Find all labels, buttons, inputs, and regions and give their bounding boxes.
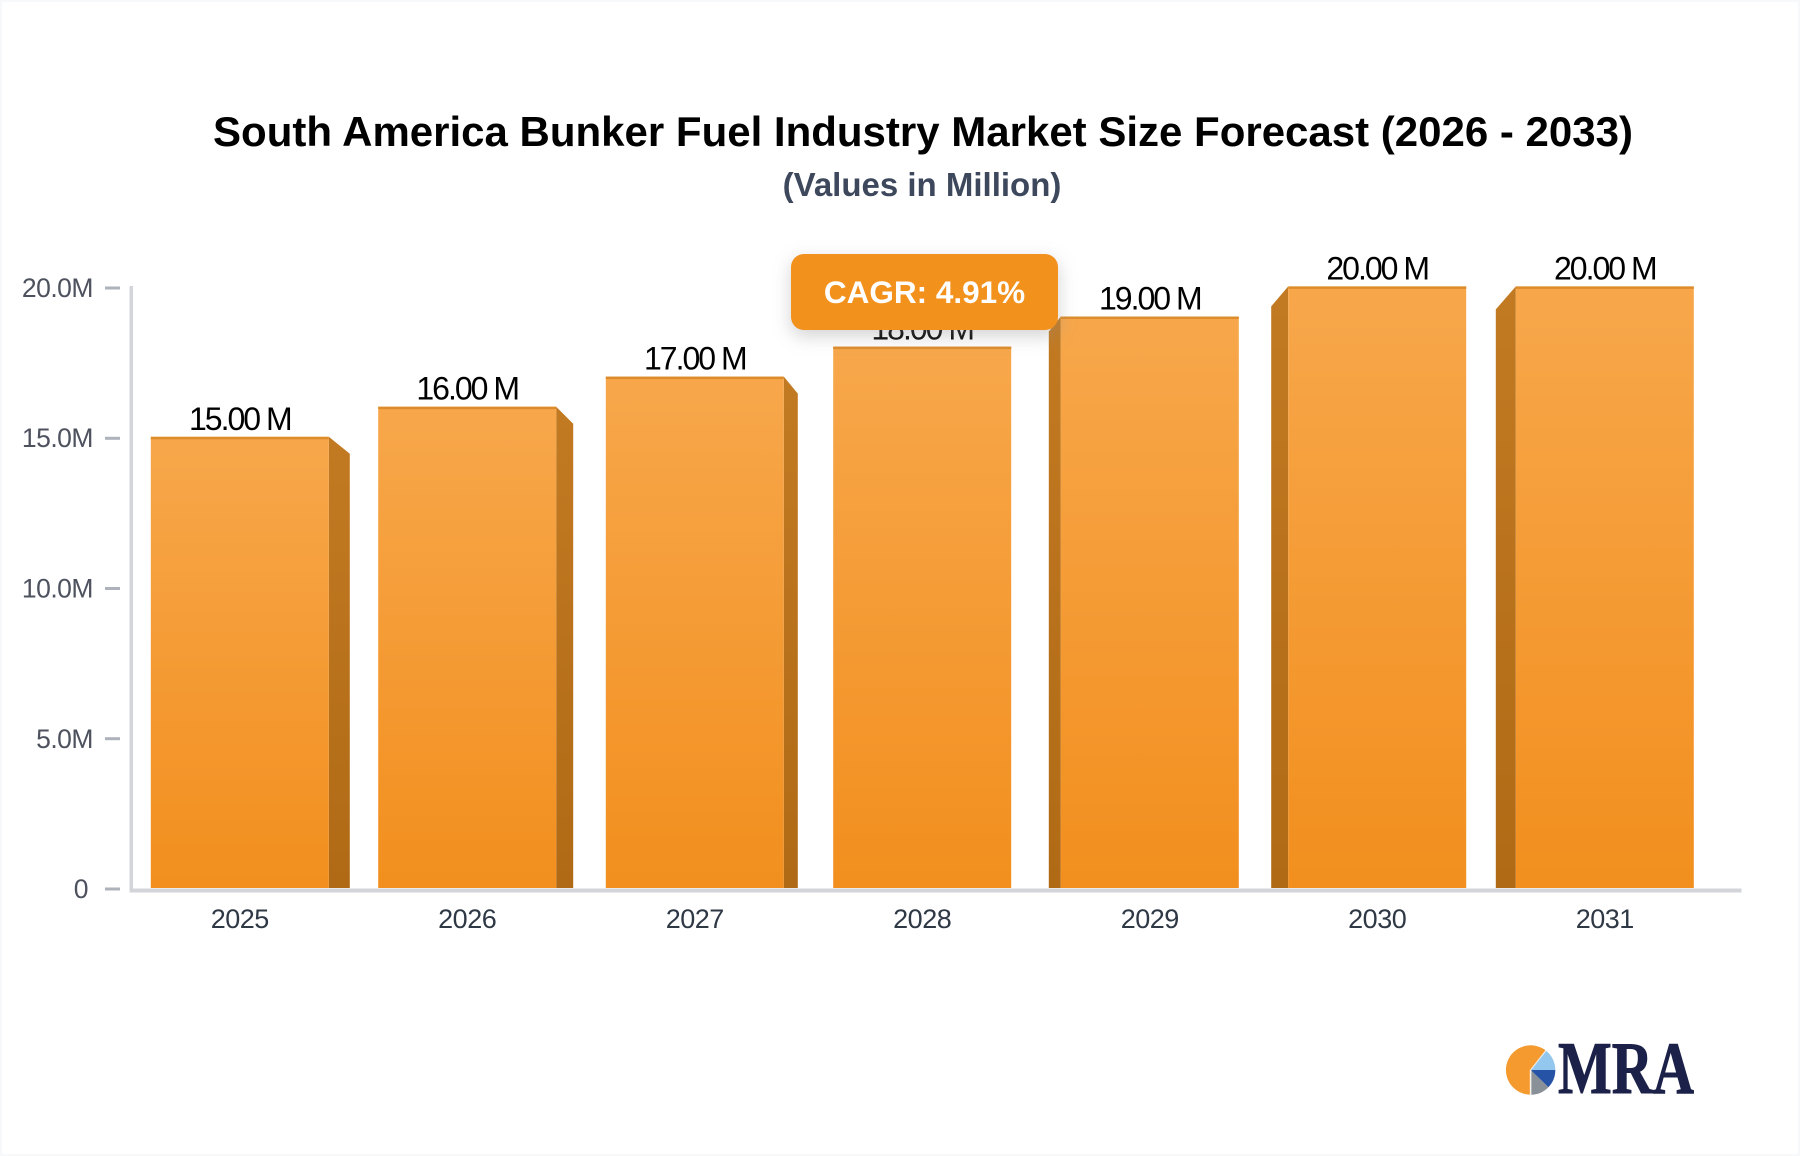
svg-text:20.00 M: 20.00 M — [1554, 250, 1656, 286]
svg-text:10.0M: 10.0M — [22, 574, 93, 604]
svg-text:MRA: MRA — [1558, 1028, 1694, 1110]
svg-text:15.0M: 15.0M — [22, 423, 93, 453]
svg-text:2029: 2029 — [1121, 904, 1179, 934]
svg-text:2030: 2030 — [1348, 904, 1406, 934]
svg-text:15.00 M: 15.00 M — [189, 401, 291, 437]
svg-text:17.00 M: 17.00 M — [644, 341, 746, 377]
svg-text:20.00 M: 20.00 M — [1326, 250, 1428, 286]
svg-text:0: 0 — [74, 874, 88, 904]
svg-text:16.00 M: 16.00 M — [416, 371, 518, 407]
svg-text:2028: 2028 — [893, 904, 951, 934]
svg-text:20.0M: 20.0M — [22, 273, 93, 303]
svg-text:2031: 2031 — [1576, 904, 1634, 934]
svg-text:5.0M: 5.0M — [36, 724, 93, 754]
svg-text:2026: 2026 — [438, 904, 496, 934]
svg-text:CAGR: 4.91%: CAGR: 4.91% — [824, 274, 1025, 310]
svg-text:South America Bunker Fuel Indu: South America Bunker Fuel Industry Marke… — [213, 108, 1633, 155]
svg-text:(Values in Million): (Values in Million) — [783, 166, 1062, 203]
svg-text:2027: 2027 — [666, 904, 724, 934]
svg-text:19.00 M: 19.00 M — [1099, 281, 1201, 317]
svg-text:2025: 2025 — [211, 904, 269, 934]
